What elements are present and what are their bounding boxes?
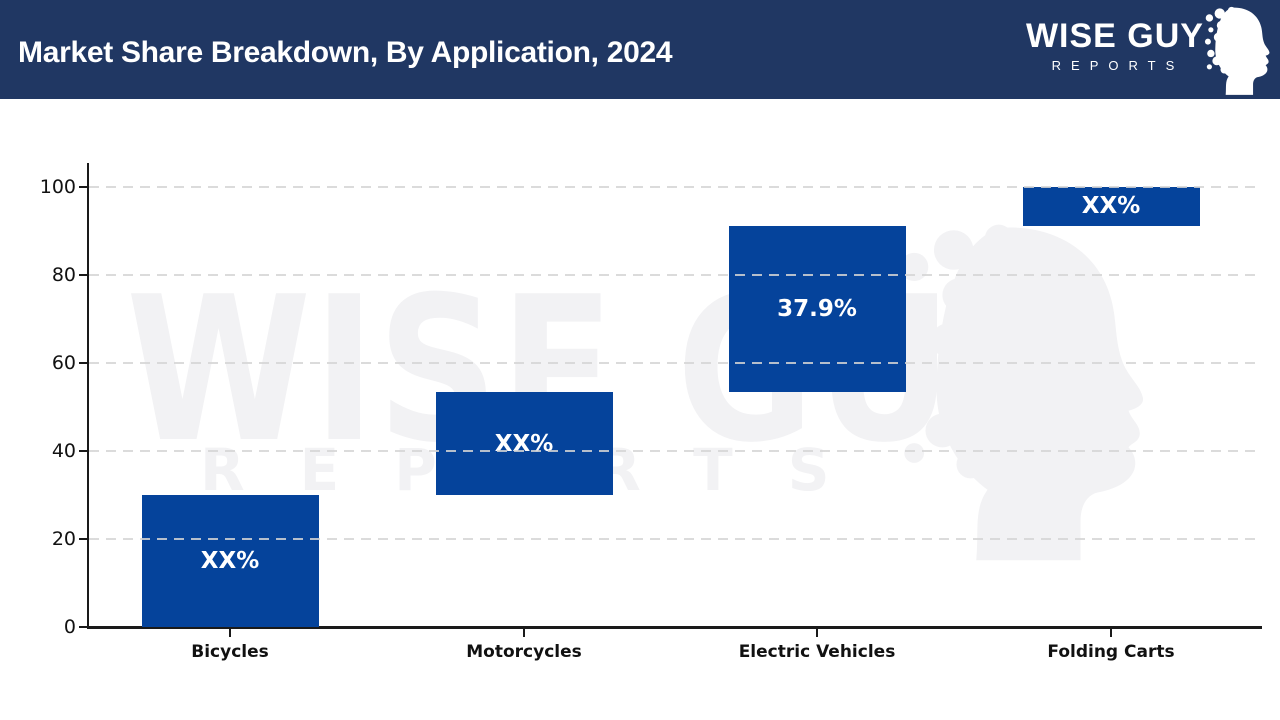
page-title: Market Share Breakdown, By Application, … — [18, 36, 673, 69]
y-tick — [79, 362, 87, 364]
gridline — [89, 274, 1262, 276]
x-tick — [229, 629, 231, 637]
y-tick — [79, 626, 87, 628]
bar-segment: XX% — [435, 392, 613, 495]
brand-subname: REPORTS — [1051, 58, 1185, 73]
x-tick — [816, 629, 818, 637]
y-tick-label: 20 — [51, 528, 76, 550]
gridline — [89, 450, 1262, 452]
chart-canvas: WISE GUY REPORTS XX%BicyclesXX%Motorcycl… — [0, 99, 1280, 720]
y-tick-label: 100 — [39, 176, 76, 198]
gridline — [89, 186, 1262, 188]
x-axis-line — [87, 626, 1262, 629]
gridline — [89, 538, 1262, 540]
y-tick-label: 0 — [63, 616, 76, 638]
x-tick — [523, 629, 525, 637]
y-tick — [79, 450, 87, 452]
bar-segment: XX% — [141, 495, 319, 627]
y-tick-label: 80 — [51, 264, 76, 286]
brand-logo: WISE GUY REPORTS — [1007, 0, 1272, 99]
bar-value-label: 37.9% — [777, 296, 857, 323]
x-tick — [1110, 629, 1112, 637]
brand-logo-text: WISE GUY REPORTS — [1026, 17, 1204, 73]
y-axis-line — [87, 163, 89, 629]
x-category-label: Electric Vehicles — [738, 642, 896, 662]
x-category-label: Motorcycles — [466, 642, 582, 662]
dotted-face-icon — [1204, 6, 1270, 95]
y-tick-label: 40 — [51, 440, 76, 462]
y-tick — [79, 538, 87, 540]
brand-name: WISE GUY — [1025, 17, 1204, 55]
bar-value-label: XX% — [1081, 193, 1141, 220]
bar-segment: XX% — [1022, 187, 1200, 226]
x-category-label: Folding Carts — [1047, 642, 1175, 662]
gridline — [89, 362, 1262, 364]
header-band: Market Share Breakdown, By Application, … — [0, 0, 1280, 99]
y-tick-label: 60 — [51, 352, 76, 374]
x-category-label: Bicycles — [191, 642, 269, 662]
bar-value-label: XX% — [494, 430, 554, 457]
y-tick — [79, 186, 87, 188]
bar-value-label: XX% — [200, 548, 260, 574]
y-tick — [79, 274, 87, 276]
bar-segment: 37.9% — [728, 225, 906, 393]
watermark-face-icon — [897, 224, 1144, 561]
